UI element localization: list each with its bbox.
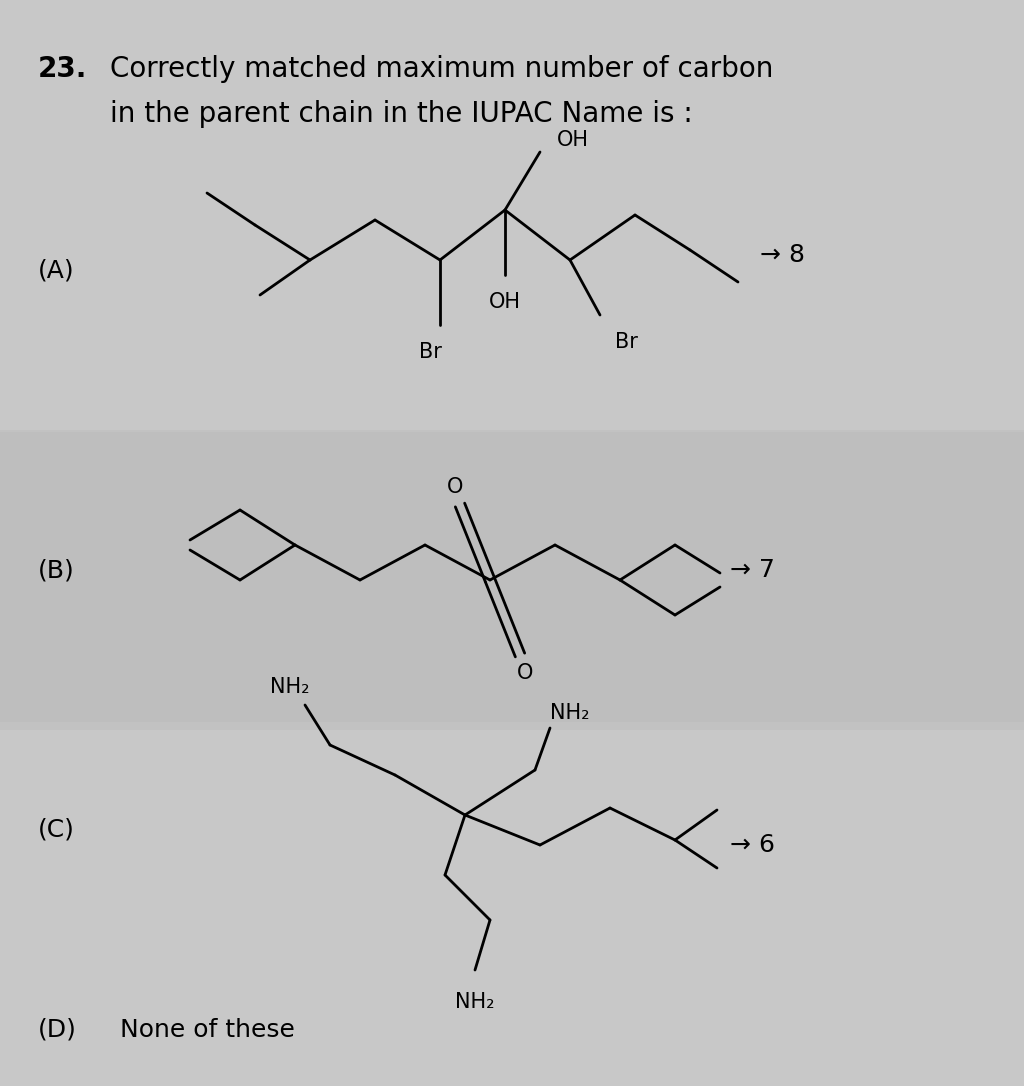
Text: OH: OH [557, 130, 589, 150]
Text: NH₂: NH₂ [550, 703, 590, 723]
Text: O: O [517, 662, 534, 683]
Text: (B): (B) [38, 558, 75, 582]
Text: (C): (C) [38, 818, 75, 842]
Text: → 6: → 6 [730, 833, 775, 857]
Text: NH₂: NH₂ [456, 992, 495, 1012]
Text: in the parent chain in the IUPAC Name is :: in the parent chain in the IUPAC Name is… [110, 100, 693, 128]
Text: Br: Br [419, 342, 441, 362]
Text: O: O [446, 477, 463, 497]
Text: → 7: → 7 [730, 558, 775, 582]
Text: Br: Br [615, 332, 638, 352]
Text: Correctly matched maximum number of carbon: Correctly matched maximum number of carb… [110, 55, 773, 83]
Text: NH₂: NH₂ [270, 677, 310, 697]
Bar [0, 432, 1024, 722]
Text: (A): (A) [38, 258, 75, 282]
Text: None of these: None of these [120, 1018, 295, 1041]
Text: → 8: → 8 [760, 243, 805, 267]
Bar [0, 430, 1024, 730]
Text: 23.: 23. [38, 55, 87, 83]
Text: OH: OH [489, 292, 521, 312]
Text: (D): (D) [38, 1018, 77, 1041]
